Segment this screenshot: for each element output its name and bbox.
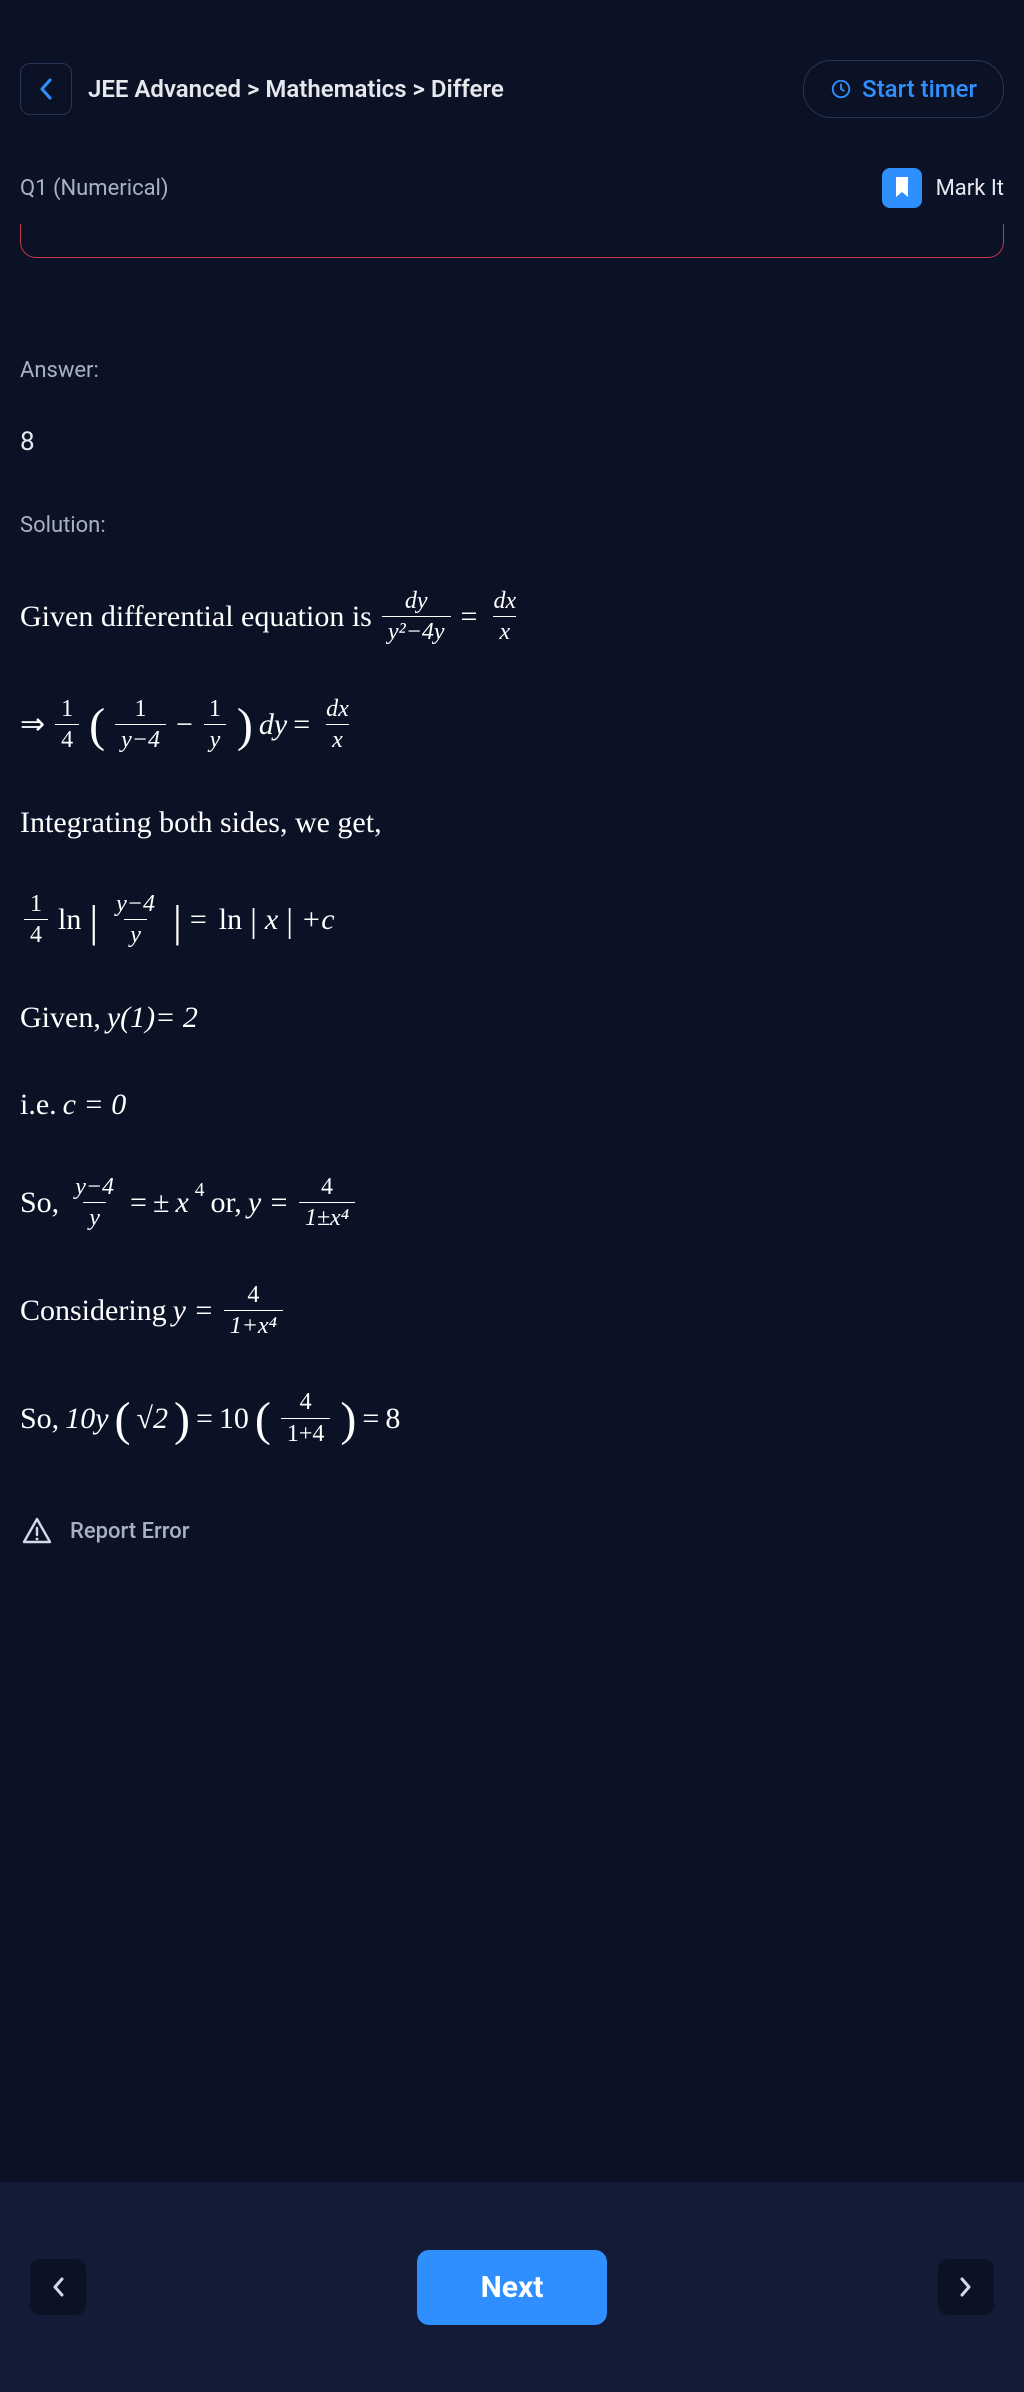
warning-icon bbox=[22, 1517, 52, 1545]
answer-label: Answer: bbox=[20, 358, 1004, 383]
header: JEE Advanced > Mathematics > Differe Sta… bbox=[0, 0, 1024, 138]
mark-it-label: Mark It bbox=[936, 176, 1004, 201]
solution-line-9: So, 10y (√2) = 10 ( 41+4 ) = 8 bbox=[20, 1389, 1004, 1447]
solution-body: Given differential equation is dyy²−4y =… bbox=[20, 588, 1004, 1447]
next-label: Next bbox=[481, 2270, 544, 2305]
solution-line-2: ⇒ 14 ( 1y−4 − 1y ) dy = dxx bbox=[20, 696, 1004, 754]
solution-line-7: So, y−4y = ±x4 or, y = 41±x⁴ bbox=[20, 1174, 1004, 1232]
next-button[interactable]: Next bbox=[417, 2250, 608, 2325]
question-label: Q1 (Numerical) bbox=[20, 176, 169, 201]
report-error-label: Report Error bbox=[70, 1519, 190, 1544]
solution-line-8: Considering y = 41+x⁴ bbox=[20, 1282, 1004, 1340]
solution-line-4: 14 ln | y−4y | = ln |x| +c bbox=[20, 891, 1004, 949]
clock-icon bbox=[830, 78, 852, 100]
prev-button[interactable] bbox=[30, 2259, 86, 2315]
solution-label: Solution: bbox=[20, 513, 1004, 538]
chevron-left-icon bbox=[51, 2277, 65, 2297]
answer-value: 8 bbox=[20, 427, 1004, 457]
timer-label: Start timer bbox=[862, 75, 977, 103]
back-button[interactable] bbox=[20, 63, 72, 115]
bottom-bar: Next bbox=[0, 2182, 1024, 2392]
solution-line-1: Given differential equation is dyy²−4y =… bbox=[20, 588, 1004, 646]
bookmark-icon bbox=[882, 168, 922, 208]
report-error-button[interactable]: Report Error bbox=[22, 1517, 1004, 1545]
answer-input-outline[interactable] bbox=[20, 224, 1004, 258]
solution-line-5: Given, y(1)= 2 bbox=[20, 999, 1004, 1037]
question-row: Q1 (Numerical) Mark It bbox=[0, 138, 1024, 218]
solution-line-3: Integrating both sides, we get, bbox=[20, 804, 1004, 842]
forward-button[interactable] bbox=[938, 2259, 994, 2315]
mark-it-button[interactable]: Mark It bbox=[882, 168, 1004, 208]
solution-line-6: i.e. c = 0 bbox=[20, 1086, 1004, 1124]
chevron-left-icon bbox=[38, 78, 54, 100]
content: Answer: 8 Solution: Given differential e… bbox=[0, 358, 1024, 1585]
chevron-right-icon bbox=[959, 2277, 973, 2297]
breadcrumb: JEE Advanced > Mathematics > Differe bbox=[88, 75, 787, 103]
start-timer-button[interactable]: Start timer bbox=[803, 60, 1004, 118]
